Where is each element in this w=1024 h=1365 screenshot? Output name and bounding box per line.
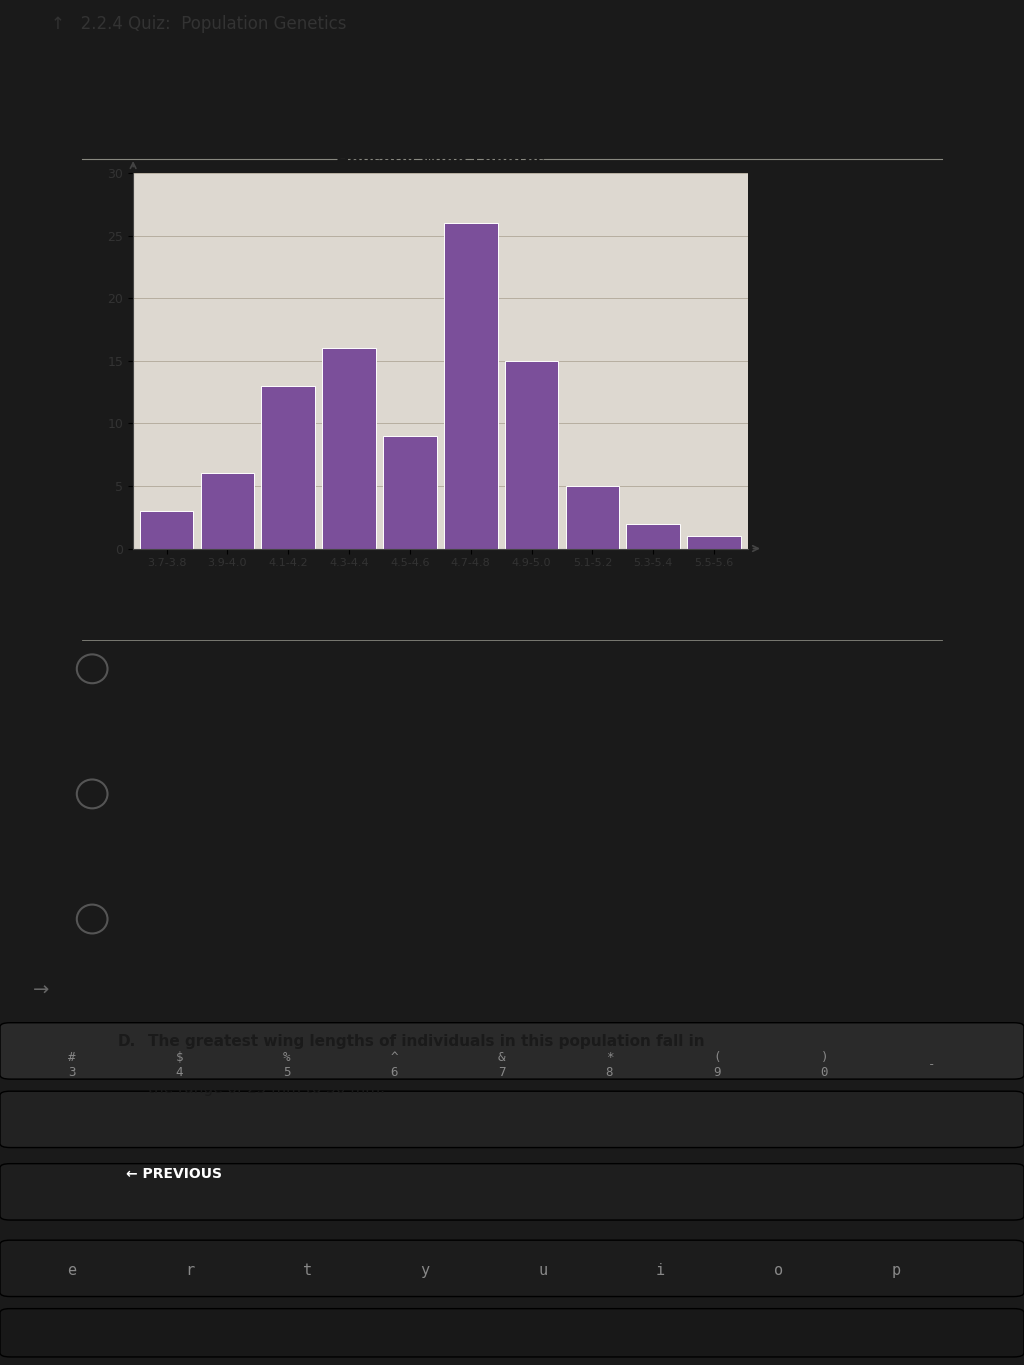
Bar — [565, 486, 620, 549]
Bar — [201, 474, 254, 549]
Text: fall in the range of 5.5 mm to 5.6 mm.: fall in the range of 5.5 mm to 5.6 mm. — [148, 706, 442, 721]
Bar — [323, 348, 376, 549]
Text: The greatest wing lengths of individuals in this population fall in: The greatest wing lengths of individuals… — [148, 909, 706, 924]
Title: Housefly Wing Lengths: Housefly Wing Lengths — [336, 154, 545, 169]
Text: B.: B. — [118, 785, 135, 800]
Text: The most common wing lengths of individuals in this population: The most common wing lengths of individu… — [148, 785, 698, 800]
Text: ^
6: ^ 6 — [390, 1051, 398, 1078]
Text: fall in the range of 4.7 mm to 4.8 mm.: fall in the range of 4.7 mm to 4.8 mm. — [148, 830, 442, 845]
Bar — [383, 435, 436, 549]
X-axis label: Wing length (mm): Wing length (mm) — [378, 572, 503, 587]
Text: #
3: # 3 — [68, 1051, 76, 1078]
FancyBboxPatch shape — [0, 1022, 1024, 1080]
Text: The greatest wing lengths of individuals in this population fall in: The greatest wing lengths of individuals… — [148, 1035, 706, 1050]
Text: o: o — [774, 1263, 782, 1278]
Text: r: r — [185, 1263, 194, 1278]
Text: ↑   2.2.4 Quiz:  Population Genetics: ↑ 2.2.4 Quiz: Population Genetics — [51, 15, 347, 33]
Text: )
0: ) 0 — [820, 1051, 828, 1078]
Text: the range of 25 mm to 30 mm.: the range of 25 mm to 30 mm. — [148, 1081, 385, 1096]
Text: ← PREVIOUS: ← PREVIOUS — [126, 1167, 222, 1181]
Bar — [140, 511, 194, 549]
Text: D.: D. — [118, 1035, 136, 1050]
Text: are recorded to the nearest 0.1 mm.: are recorded to the nearest 0.1 mm. — [102, 111, 444, 128]
Text: A.: A. — [118, 659, 135, 674]
Text: i: i — [656, 1263, 665, 1278]
Text: Which conclusion can you draw from these data?: Which conclusion can you draw from these… — [102, 587, 546, 605]
Text: The most common wing lengths of individuals in this population: The most common wing lengths of individu… — [148, 659, 698, 674]
Text: C.: C. — [118, 909, 134, 924]
Text: (
9: ( 9 — [713, 1051, 721, 1078]
Bar — [687, 536, 740, 549]
Text: u: u — [539, 1263, 547, 1278]
Bar — [261, 386, 315, 549]
Bar — [505, 360, 558, 549]
Text: y: y — [421, 1263, 429, 1278]
FancyBboxPatch shape — [0, 1309, 1024, 1357]
Text: &
7: & 7 — [498, 1051, 506, 1078]
FancyBboxPatch shape — [0, 1241, 1024, 1297]
Text: the range of 4.7 mm to 4.8 mm.: the range of 4.7 mm to 4.8 mm. — [148, 955, 395, 971]
Text: e: e — [68, 1263, 76, 1278]
Y-axis label: Number: Number — [89, 333, 103, 389]
Text: t: t — [303, 1263, 311, 1278]
Bar — [444, 224, 498, 549]
Text: *
8: * 8 — [605, 1051, 613, 1078]
Text: %
5: % 5 — [283, 1051, 291, 1078]
Text: This histogram presents data on the lengths of housefly wings. Wing lengths: This histogram presents data on the leng… — [102, 67, 826, 86]
Text: -: - — [928, 1058, 936, 1072]
Text: $
4: $ 4 — [175, 1051, 183, 1078]
Text: →: → — [33, 981, 49, 1001]
FancyBboxPatch shape — [0, 1163, 1024, 1220]
FancyBboxPatch shape — [0, 1091, 1024, 1148]
Bar — [627, 524, 680, 549]
Text: p: p — [892, 1263, 900, 1278]
